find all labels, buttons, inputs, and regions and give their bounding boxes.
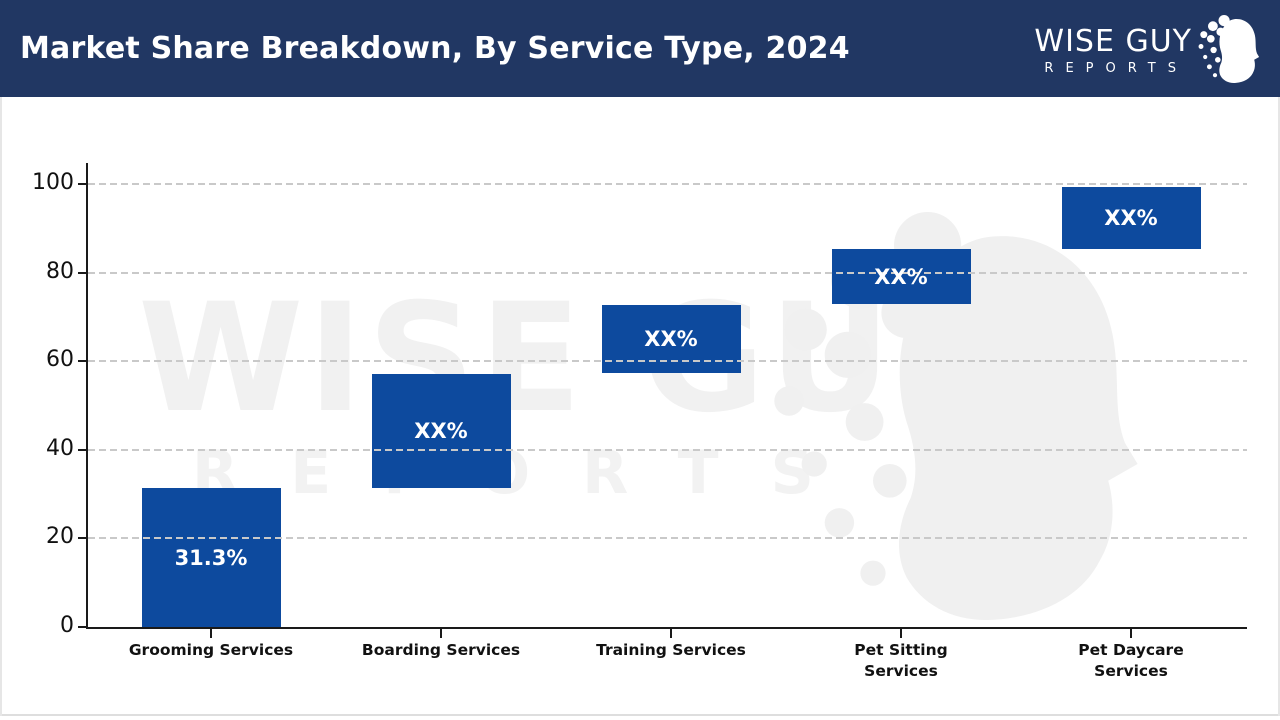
y-tick-mark [78,183,86,185]
x-category-label-line: Training Services [596,641,746,659]
y-tick-label: 60 [46,347,74,373]
x-tick-mark [440,629,442,638]
y-tick-mark [78,360,86,363]
x-category-label: Training Services [556,640,786,661]
x-category-label-line: Boarding Services [361,641,521,659]
gridline-100 [88,183,1247,185]
x-category-label-line: Services [864,662,938,680]
bar-grooming-services [141,488,281,627]
bar-value-label: XX% [414,419,468,444]
y-tick-label: 20 [46,524,74,550]
y-tick-mark [78,537,86,540]
bar-value-label: XX% [1104,205,1158,230]
gridline-80 [88,271,1247,274]
x-category-label-line: Pet Sitting [854,641,948,659]
figure-bottom-border [0,714,1280,716]
x-category-label-line: Services [1094,662,1168,680]
x-category-label: Boarding Services [326,640,556,661]
y-tick-mark [78,448,86,451]
gridline-40 [88,448,1247,451]
page-title: Market Share Breakdown, By Service Type,… [20,31,850,66]
x-category-label-line: Grooming Services [128,641,294,659]
figure-right-border [1278,97,1280,716]
wise-guy-logo: WISE GUY REPORTS [1034,8,1264,92]
y-tick-label: 40 [46,435,74,461]
x-axis-line [86,627,1247,629]
logo-subtitle: REPORTS [1044,61,1189,76]
bar-value-label: 31.3% [174,545,248,570]
logo-text: WISE GUY REPORTS [1034,24,1192,76]
y-tick-label: 100 [32,170,74,195]
bar-pet-sitting-services [831,249,971,305]
figure-left-border [0,97,2,716]
y-axis-line [86,163,88,629]
gridline-60 [88,360,1247,363]
header-bar: Market Share Breakdown, By Service Type,… [0,0,1280,97]
y-tick-mark [78,271,86,274]
y-tick-label: 0 [60,613,74,638]
bar-boarding-services [371,374,511,489]
x-tick-mark [900,629,902,638]
bar-value-label: XX% [874,264,928,289]
bar-pet-daycare-services [1061,186,1201,249]
x-category-label: Pet Daycare Services [1016,640,1246,682]
x-category-label: Pet Sitting Services [786,640,1016,682]
x-tick-mark [670,629,672,638]
x-category-label-line: Pet Daycare [1078,641,1184,659]
x-tick-mark [210,629,212,638]
x-tick-mark [1130,629,1132,638]
logo-wordmark: WISE GUY [1034,24,1192,59]
bar-value-label: XX% [644,326,698,351]
gridline-20 [88,537,1247,540]
y-tick-mark [78,626,86,628]
x-category-label: Grooming Services [96,640,326,661]
y-tick-label: 80 [46,258,74,284]
